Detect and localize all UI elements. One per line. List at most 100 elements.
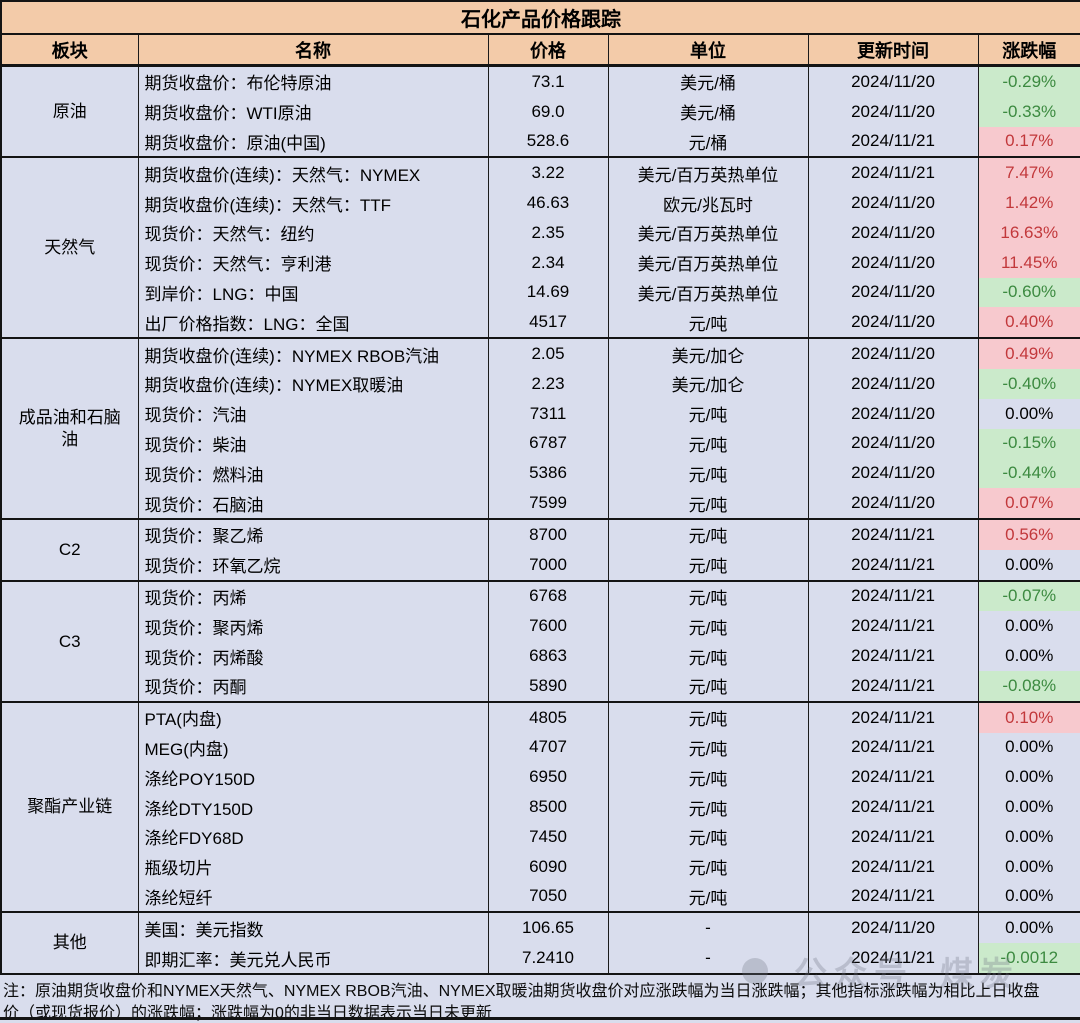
update-date: 2024/11/20 xyxy=(807,188,978,218)
price-value: 6768 xyxy=(487,580,608,612)
update-date: 2024/11/20 xyxy=(807,428,978,459)
unit-value: 元/吨 xyxy=(607,458,808,489)
unit-value: 元/吨 xyxy=(607,641,808,671)
product-name: 期货收盘价：布伦特原油 xyxy=(137,65,488,97)
product-name: 现货价：石脑油 xyxy=(137,488,488,519)
product-name: 现货价：汽油 xyxy=(137,398,488,429)
unit-value: 元/吨 xyxy=(607,398,808,429)
bottom-divider xyxy=(0,1017,1080,1020)
product-name: 现货价：柴油 xyxy=(137,428,488,459)
price-table: 石化产品价格跟踪 板块 名称 价格 单位 更新时间 涨跌幅 原油 期货收盘价：布… xyxy=(0,0,1080,975)
unit-value: 元/吨 xyxy=(607,732,808,763)
product-name: 期货收盘价(连续)：NYMEX RBOB汽油 xyxy=(137,338,488,369)
update-date: 2024/11/20 xyxy=(807,488,978,519)
price-value: 2.35 xyxy=(487,217,608,248)
table-row: 到岸价：LNG：中国 14.69 美元/百万英热单位 2024/11/20 -0… xyxy=(1,277,1080,308)
unit-value: 美元/百万英热单位 xyxy=(607,157,808,189)
price-value: 3.22 xyxy=(487,157,608,189)
change-value: 0.00% xyxy=(977,912,1080,944)
table-row: 期货收盘价(连续)：NYMEX取暖油 2.23 美元/加仑 2024/11/20… xyxy=(1,368,1080,399)
change-value: -0.33% xyxy=(977,96,1080,127)
change-value: -0.07% xyxy=(977,580,1080,612)
price-value: 106.65 xyxy=(487,912,608,944)
update-date: 2024/11/21 xyxy=(807,792,978,822)
update-date: 2024/11/21 xyxy=(807,851,978,882)
table-row: 涤纶FDY68D 7450 元/吨 2024/11/21 0.00% xyxy=(1,821,1080,852)
update-date: 2024/11/20 xyxy=(807,307,978,339)
sector-label: 原油 xyxy=(0,65,138,158)
product-name: 现货价：燃料油 xyxy=(137,458,488,489)
col-header-name: 名称 xyxy=(137,34,488,67)
section-natural-gas: 天然气 期货收盘价(连续)：天然气：NYMEX 3.22 美元/百万英热单位 2… xyxy=(0,157,1080,339)
product-name: 出厂价格指数：LNG：全国 xyxy=(137,307,488,339)
update-date: 2024/11/21 xyxy=(807,821,978,852)
unit-value: - xyxy=(607,912,808,944)
table-row: 出厂价格指数：LNG：全国 4517 元/吨 2024/11/20 0.40% xyxy=(1,307,1080,339)
table-row: 期货收盘价：原油(中国) 528.6 元/桶 2024/11/21 0.17% xyxy=(1,126,1080,158)
product-name: 期货收盘价(连续)：NYMEX取暖油 xyxy=(137,368,488,399)
table-row: 其他 美国：美元指数 106.65 - 2024/11/20 0.00% xyxy=(0,912,1080,974)
update-date: 2024/11/20 xyxy=(807,368,978,399)
table-row: 期货收盘价(连续)：天然气：TTF 46.63 欧元/兆瓦时 2024/11/2… xyxy=(1,188,1080,218)
table-row: 现货价：天然气：亨利港 2.34 美元/百万英热单位 2024/11/20 11… xyxy=(1,247,1080,278)
price-value: 6090 xyxy=(487,851,608,882)
update-date: 2024/11/21 xyxy=(807,943,978,974)
product-name: 期货收盘价(连续)：天然气：TTF xyxy=(137,188,488,218)
price-value: 4805 xyxy=(487,701,608,733)
table-row: 原油 期货收盘价：布伦特原油 73.1 美元/桶 2024/11/20 -0.2… xyxy=(0,65,1080,158)
unit-value: 美元/桶 xyxy=(607,65,808,97)
update-date: 2024/11/21 xyxy=(807,762,978,793)
change-value: 0.00% xyxy=(977,821,1080,852)
col-header-change: 涨跌幅 xyxy=(977,34,1080,67)
price-value: 2.23 xyxy=(487,368,608,399)
footnote-line-1: 注：原油期货收盘价和NYMEX天然气、NYMEX RBOB汽油、NYMEX取暖油… xyxy=(3,982,1040,1000)
product-name: 即期汇率：美元兑人民币 xyxy=(137,943,488,974)
sector-label: C2 xyxy=(0,518,138,581)
change-value: 0.10% xyxy=(977,701,1080,733)
change-value: 0.00% xyxy=(977,549,1080,581)
unit-value: 元/桶 xyxy=(607,126,808,158)
change-value: 0.00% xyxy=(977,851,1080,882)
table-row: 涤纶DTY150D 8500 元/吨 2024/11/21 0.00% xyxy=(1,792,1080,822)
update-date: 2024/11/20 xyxy=(807,912,978,944)
column-header-row: 板块 名称 价格 单位 更新时间 涨跌幅 xyxy=(0,34,1080,67)
price-value: 69.0 xyxy=(487,96,608,127)
unit-value: 美元/桶 xyxy=(607,96,808,127)
table-row: 聚酯产业链 PTA(内盘) 4805 元/吨 2024/11/21 0.10% xyxy=(0,701,1080,913)
table-row: 涤纶POY150D 6950 元/吨 2024/11/21 0.00% xyxy=(1,762,1080,793)
change-value: -0.15% xyxy=(977,428,1080,459)
change-value: 11.45% xyxy=(977,247,1080,278)
change-value: 0.07% xyxy=(977,488,1080,519)
product-name: 期货收盘价(连续)：天然气：NYMEX xyxy=(137,157,488,189)
table-row: 即期汇率：美元兑人民币 7.2410 - 2024/11/21 -0.0012 xyxy=(1,943,1080,974)
unit-value: 元/吨 xyxy=(607,701,808,733)
unit-value: 元/吨 xyxy=(607,881,808,913)
unit-value: 元/吨 xyxy=(607,821,808,852)
unit-value: 元/吨 xyxy=(607,518,808,550)
col-header-price: 价格 xyxy=(487,34,608,67)
table-row: MEG(内盘) 4707 元/吨 2024/11/21 0.00% xyxy=(1,732,1080,763)
price-value: 5386 xyxy=(487,458,608,489)
product-name: 现货价：聚乙烯 xyxy=(137,518,488,550)
price-value: 7600 xyxy=(487,611,608,642)
table-row: 现货价：燃料油 5386 元/吨 2024/11/20 -0.44% xyxy=(1,458,1080,489)
col-header-updated: 更新时间 xyxy=(807,34,978,67)
sector-label: 聚酯产业链 xyxy=(0,701,138,913)
sector-label: 天然气 xyxy=(0,157,138,339)
price-value: 2.34 xyxy=(487,247,608,278)
update-date: 2024/11/20 xyxy=(807,398,978,429)
update-date: 2024/11/21 xyxy=(807,157,978,189)
change-value: 0.00% xyxy=(977,762,1080,793)
product-name: 现货价：丙烯 xyxy=(137,580,488,612)
change-value: 0.00% xyxy=(977,732,1080,763)
change-value: 0.00% xyxy=(977,611,1080,642)
table-row: 瓶级切片 6090 元/吨 2024/11/21 0.00% xyxy=(1,851,1080,882)
price-value: 6950 xyxy=(487,762,608,793)
product-name: 到岸价：LNG：中国 xyxy=(137,277,488,308)
unit-value: 元/吨 xyxy=(607,307,808,339)
unit-value: 元/吨 xyxy=(607,428,808,459)
section-refined-oil: 成品油和石脑油 期货收盘价(连续)：NYMEX RBOB汽油 2.05 美元/加… xyxy=(0,338,1080,519)
update-date: 2024/11/21 xyxy=(807,580,978,612)
section-crude-oil: 原油 期货收盘价：布伦特原油 73.1 美元/桶 2024/11/20 -0.2… xyxy=(0,65,1080,158)
price-value: 6863 xyxy=(487,641,608,671)
